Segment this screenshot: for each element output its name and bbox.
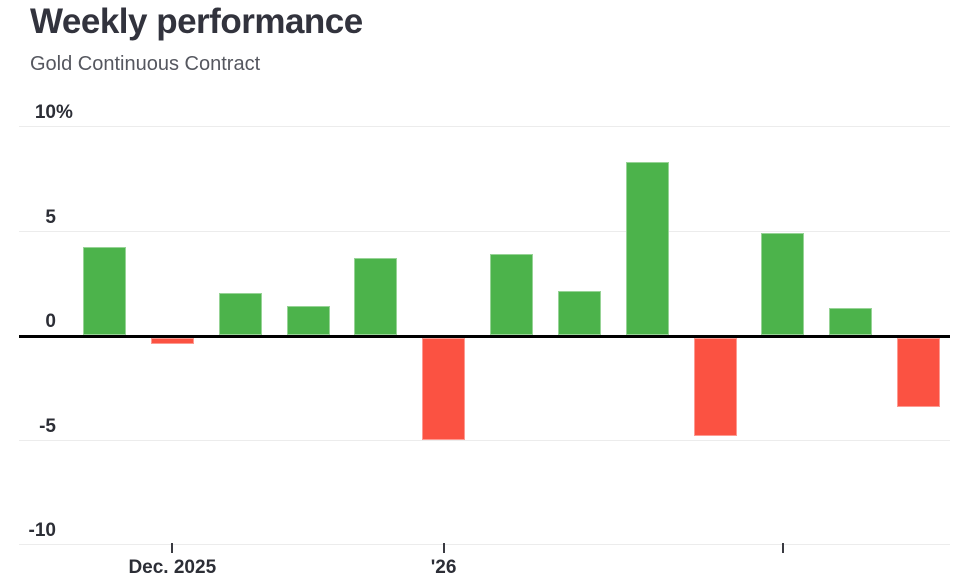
bar-week-10 — [693, 337, 737, 436]
y-tick-label-5: 5 — [0, 207, 56, 229]
bar-week-1 — [83, 247, 126, 335]
chart-title: Weekly performance — [30, 2, 363, 41]
y-gridline--10 — [19, 544, 950, 545]
x-tick-mark — [781, 543, 784, 553]
y-gridline--5 — [19, 439, 950, 441]
zero-axis-line — [19, 335, 950, 338]
bar-week-12 — [829, 307, 873, 335]
bar-week-6 — [422, 337, 466, 440]
bar-week-11 — [761, 232, 805, 335]
bar-week-9 — [625, 161, 669, 335]
y-axis-unit: % — [56, 102, 73, 123]
x-tick-mark — [171, 543, 174, 553]
x-tick-label: '26 — [430, 557, 457, 578]
y-gridline-10 — [19, 126, 950, 127]
y-tick-number: 0 — [45, 311, 56, 332]
bar-week-5 — [354, 257, 398, 335]
bar-week-13 — [897, 337, 940, 407]
y-tick-number: 10 — [34, 102, 56, 123]
y-tick-label--10: -10 — [0, 520, 56, 542]
bar-week-4 — [286, 305, 330, 335]
y-tick-number: -5 — [39, 415, 56, 437]
y-gridline-5 — [19, 230, 950, 232]
bar-week-3 — [218, 293, 262, 335]
bar-week-8 — [557, 291, 601, 335]
y-tick-label-10: 10% — [0, 102, 73, 124]
y-tick-label--5: -5 — [0, 416, 56, 438]
bar-week-7 — [490, 253, 533, 335]
y-tick-number: -10 — [28, 520, 56, 541]
y-tick-label-0: 0 — [0, 311, 56, 333]
x-tick-mark — [442, 543, 445, 553]
chart-subtitle: Gold Continuous Contract — [30, 53, 261, 75]
y-tick-number: 5 — [45, 206, 56, 228]
x-tick-label: Dec. 2025 — [128, 557, 217, 578]
bar-week-2 — [150, 337, 194, 344]
